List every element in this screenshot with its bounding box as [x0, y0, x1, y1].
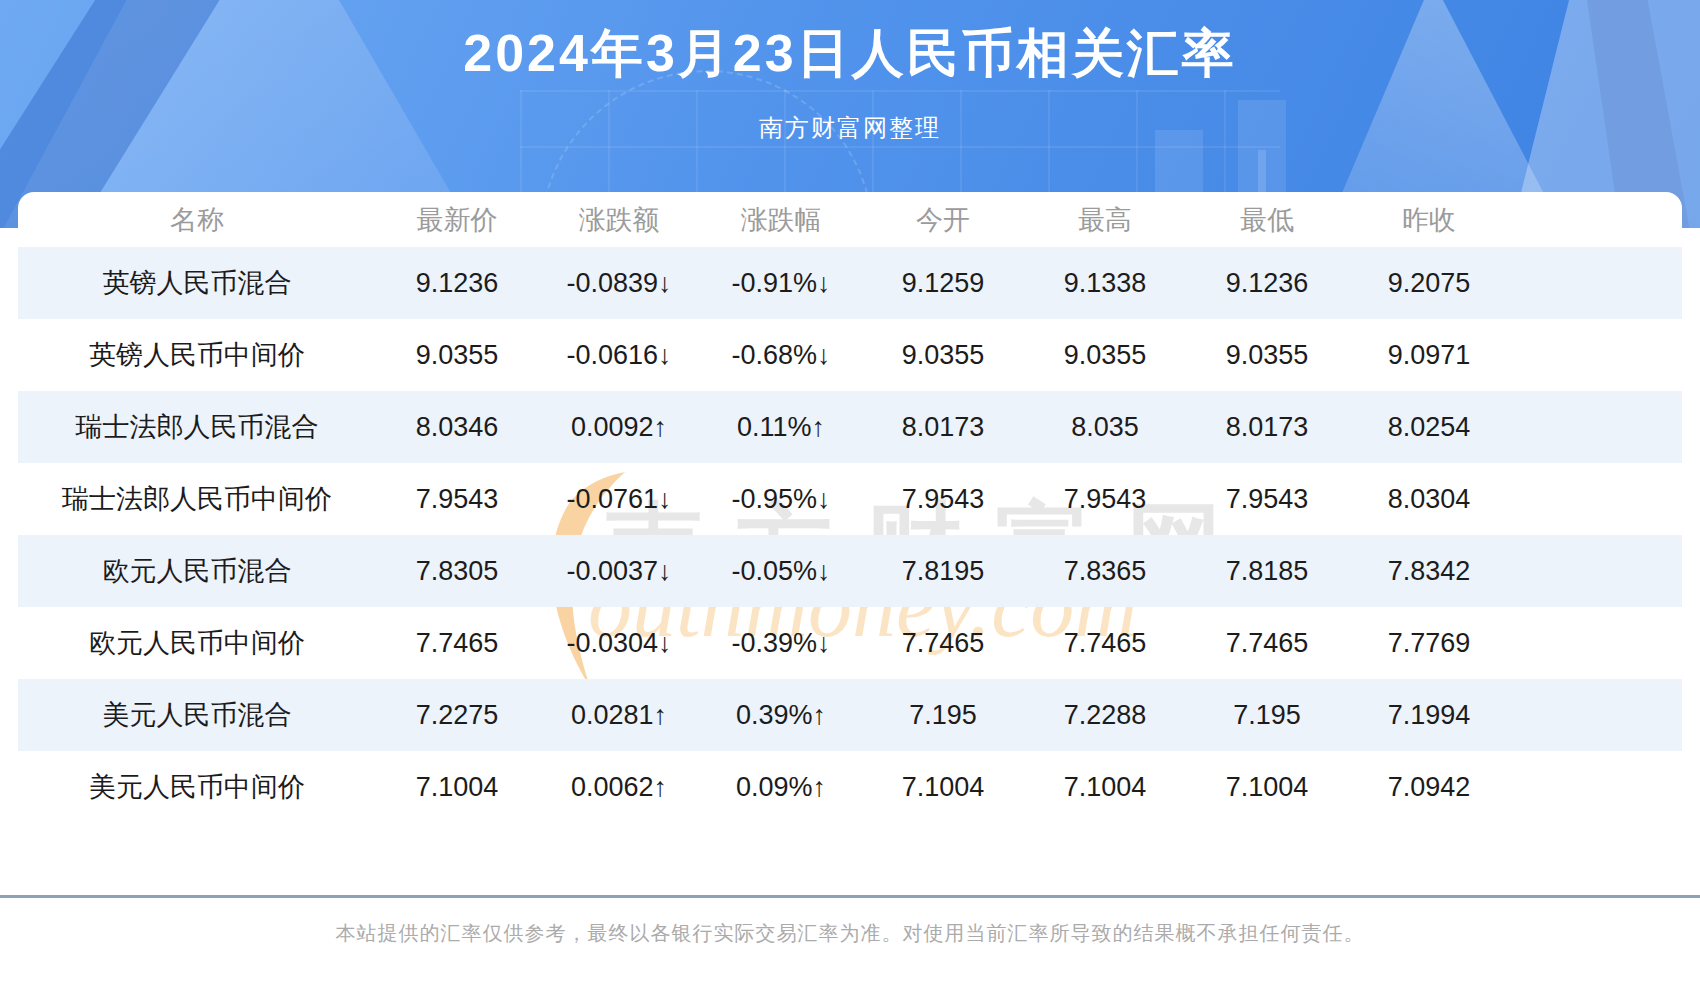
cell-day-low: 7.7465 [1186, 607, 1348, 679]
col-header-pct: 涨跌幅 [700, 192, 862, 247]
table-row: 美元人民币混合 7.2275 0.0281↑ 0.39%↑ 7.195 7.22… [18, 679, 1682, 751]
cell-spacer [1510, 247, 1682, 319]
col-header-name: 名称 [18, 192, 376, 247]
cell-prev-close: 8.0254 [1348, 391, 1510, 463]
col-header-spacer [1510, 192, 1682, 247]
cell-prev-close: 7.7769 [1348, 607, 1510, 679]
cell-change-percent: -0.39%↓ [700, 607, 862, 679]
cell-change-percent: -0.91%↓ [700, 247, 862, 319]
cell-last-price: 7.8305 [376, 535, 538, 607]
table-row: 欧元人民币混合 7.8305 -0.0037↓ -0.05%↓ 7.8195 7… [18, 535, 1682, 607]
cell-today-open: 7.9543 [862, 463, 1024, 535]
table-header-row: 名称 最新价 涨跌额 涨跌幅 今开 最高 最低 昨收 [18, 192, 1682, 247]
table-row: 瑞士法郎人民币混合 8.0346 0.0092↑ 0.11%↑ 8.0173 8… [18, 391, 1682, 463]
cell-change-percent: -0.95%↓ [700, 463, 862, 535]
cell-spacer [1510, 535, 1682, 607]
rates-table-body: 英镑人民币混合 9.1236 -0.0839↓ -0.91%↓ 9.1259 9… [18, 247, 1682, 823]
col-header-last: 最新价 [376, 192, 538, 247]
cell-day-high: 7.1004 [1024, 751, 1186, 823]
col-header-prev: 昨收 [1348, 192, 1510, 247]
cell-prev-close: 7.8342 [1348, 535, 1510, 607]
col-header-high: 最高 [1024, 192, 1186, 247]
cell-day-low: 7.9543 [1186, 463, 1348, 535]
rates-card: 南方财富网 outhmoney.com 名称 最新价 涨跌额 涨跌幅 今开 最高… [18, 192, 1682, 823]
cell-day-high: 7.9543 [1024, 463, 1186, 535]
table-row: 英镑人民币中间价 9.0355 -0.0616↓ -0.68%↓ 9.0355 … [18, 319, 1682, 391]
cell-prev-close: 7.0942 [1348, 751, 1510, 823]
cell-prev-close: 9.0971 [1348, 319, 1510, 391]
cell-pair-name: 英镑人民币中间价 [18, 319, 376, 391]
cell-day-low: 7.195 [1186, 679, 1348, 751]
cell-today-open: 9.0355 [862, 319, 1024, 391]
cell-change-percent: 0.09%↑ [700, 751, 862, 823]
cell-change-percent: -0.05%↓ [700, 535, 862, 607]
table-row: 英镑人民币混合 9.1236 -0.0839↓ -0.91%↓ 9.1259 9… [18, 247, 1682, 319]
cell-pair-name: 瑞士法郎人民币混合 [18, 391, 376, 463]
cell-day-low: 7.8185 [1186, 535, 1348, 607]
cell-change-amount: 0.0281↑ [538, 679, 700, 751]
cell-pair-name: 欧元人民币混合 [18, 535, 376, 607]
cell-today-open: 7.7465 [862, 607, 1024, 679]
cell-day-low: 9.0355 [1186, 319, 1348, 391]
cell-pair-name: 美元人民币混合 [18, 679, 376, 751]
cell-pair-name: 英镑人民币混合 [18, 247, 376, 319]
col-header-open: 今开 [862, 192, 1024, 247]
page-subtitle: 南方财富网整理 [0, 84, 1700, 144]
cell-today-open: 7.195 [862, 679, 1024, 751]
cell-change-percent: 0.11%↑ [700, 391, 862, 463]
cell-day-high: 9.1338 [1024, 247, 1186, 319]
col-header-change: 涨跌额 [538, 192, 700, 247]
cell-change-amount: 0.0092↑ [538, 391, 700, 463]
cell-spacer [1510, 607, 1682, 679]
table-row: 瑞士法郎人民币中间价 7.9543 -0.0761↓ -0.95%↓ 7.954… [18, 463, 1682, 535]
cell-change-amount: -0.0304↓ [538, 607, 700, 679]
cell-change-amount: -0.0761↓ [538, 463, 700, 535]
cell-last-price: 7.9543 [376, 463, 538, 535]
cell-day-high: 9.0355 [1024, 319, 1186, 391]
cell-prev-close: 7.1994 [1348, 679, 1510, 751]
cell-day-high: 7.8365 [1024, 535, 1186, 607]
cell-day-high: 7.7465 [1024, 607, 1186, 679]
exchange-rates-table: 名称 最新价 涨跌额 涨跌幅 今开 最高 最低 昨收 英镑人民币混合 9.123… [18, 192, 1682, 823]
cell-day-low: 9.1236 [1186, 247, 1348, 319]
cell-day-high: 8.035 [1024, 391, 1186, 463]
page-title: 2024年3月23日人民币相关汇率 [0, 0, 1700, 84]
cell-prev-close: 8.0304 [1348, 463, 1510, 535]
table-row: 美元人民币中间价 7.1004 0.0062↑ 0.09%↑ 7.1004 7.… [18, 751, 1682, 823]
cell-spacer [1510, 391, 1682, 463]
cell-pair-name: 瑞士法郎人民币中间价 [18, 463, 376, 535]
cell-day-low: 7.1004 [1186, 751, 1348, 823]
cell-last-price: 9.1236 [376, 247, 538, 319]
cell-spacer [1510, 463, 1682, 535]
cell-spacer [1510, 319, 1682, 391]
cell-today-open: 8.0173 [862, 391, 1024, 463]
cell-today-open: 7.8195 [862, 535, 1024, 607]
cell-today-open: 9.1259 [862, 247, 1024, 319]
table-row: 欧元人民币中间价 7.7465 -0.0304↓ -0.39%↓ 7.7465 … [18, 607, 1682, 679]
cell-change-percent: -0.68%↓ [700, 319, 862, 391]
cell-pair-name: 欧元人民币中间价 [18, 607, 376, 679]
page: { "header": { "title": "2024年3月23日人民币相关汇… [0, 0, 1700, 1000]
cell-spacer [1510, 679, 1682, 751]
col-header-low: 最低 [1186, 192, 1348, 247]
cell-last-price: 8.0346 [376, 391, 538, 463]
cell-prev-close: 9.2075 [1348, 247, 1510, 319]
cell-change-amount: -0.0839↓ [538, 247, 700, 319]
cell-day-high: 7.2288 [1024, 679, 1186, 751]
cell-last-price: 7.1004 [376, 751, 538, 823]
cell-change-percent: 0.39%↑ [700, 679, 862, 751]
disclaimer-text: 本站提供的汇率仅供参考，最终以各银行实际交易汇率为准。对使用当前汇率所导致的结果… [0, 898, 1700, 947]
cell-last-price: 7.2275 [376, 679, 538, 751]
cell-day-low: 8.0173 [1186, 391, 1348, 463]
cell-pair-name: 美元人民币中间价 [18, 751, 376, 823]
cell-change-amount: 0.0062↑ [538, 751, 700, 823]
cell-last-price: 7.7465 [376, 607, 538, 679]
cell-spacer [1510, 751, 1682, 823]
cell-change-amount: -0.0616↓ [538, 319, 700, 391]
cell-change-amount: -0.0037↓ [538, 535, 700, 607]
cell-today-open: 7.1004 [862, 751, 1024, 823]
cell-last-price: 9.0355 [376, 319, 538, 391]
